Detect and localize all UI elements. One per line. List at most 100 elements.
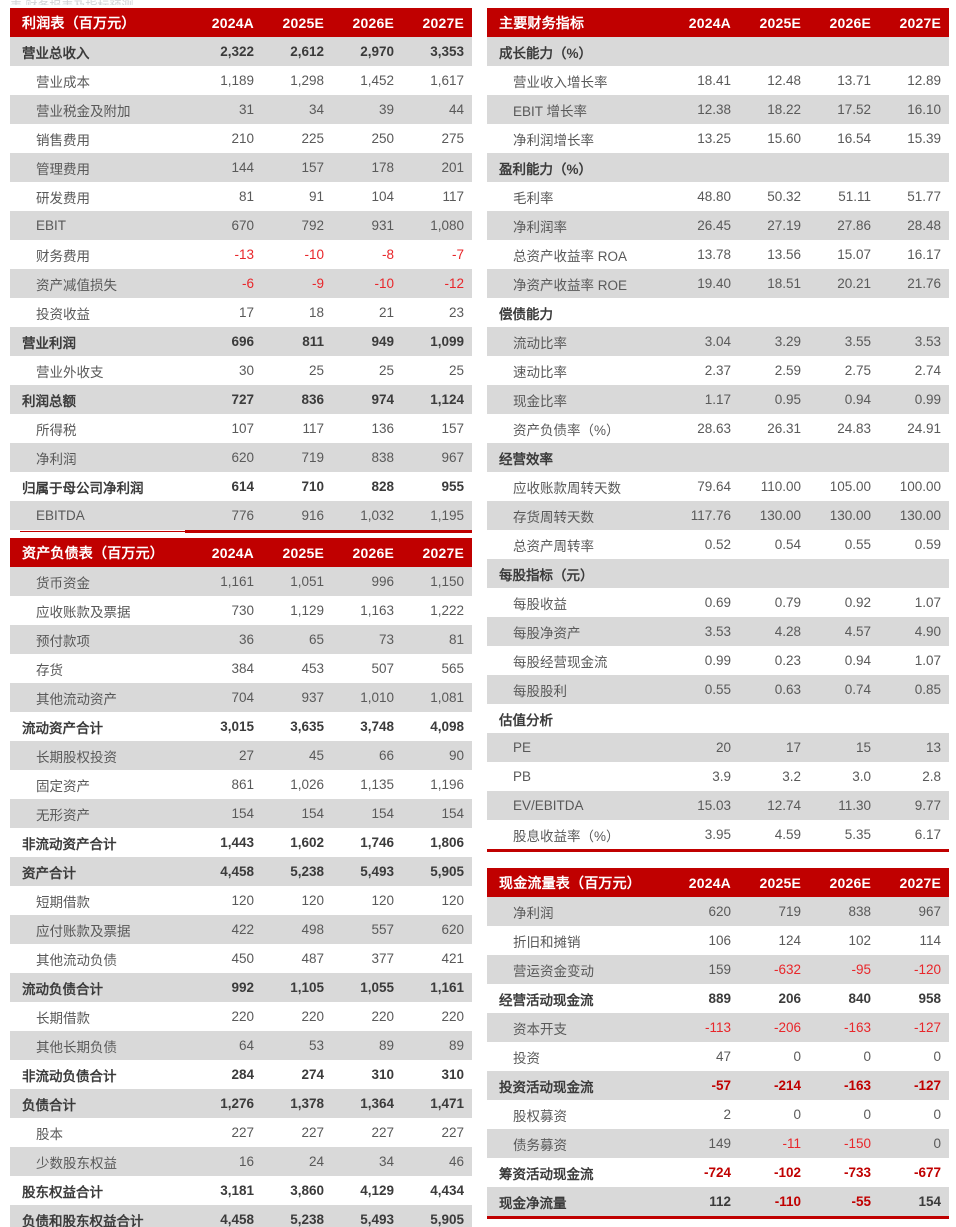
row-label: 成长能力（%） <box>487 37 669 66</box>
row-label: 总资产收益率 ROA <box>487 240 669 269</box>
row-value-3: 24.91 <box>879 414 949 443</box>
row-label: 长期股权投资 <box>10 741 192 770</box>
row-value-2: 1,055 <box>332 973 402 1002</box>
table-body: 营业总收入 2,322 2,612 2,970 3,353 营业成本 1,189 1,298 1… <box>10 37 472 530</box>
row-value-1: 719 <box>262 443 332 472</box>
header-row: 现金流量表（百万元） 2024A 2025E 2026E 2027E <box>487 868 949 897</box>
row-value-3: 114 <box>879 926 949 955</box>
row-label: 管理费用 <box>10 153 192 182</box>
row-value-3: 275 <box>402 124 472 153</box>
row-value-2: 21 <box>332 298 402 327</box>
column-header-1: 2025E <box>262 8 332 37</box>
row-value-1: 3,860 <box>262 1176 332 1205</box>
row-value-2: 25 <box>332 356 402 385</box>
table-row: 债务募资 149 -11 -150 0 <box>487 1129 949 1158</box>
row-value-0: 384 <box>192 654 262 683</box>
row-value-2: 996 <box>332 567 402 596</box>
table-row: EBIT 增长率 12.38 18.22 17.52 16.10 <box>487 95 949 124</box>
row-value-1 <box>739 443 809 472</box>
row-value-3 <box>879 443 949 472</box>
row-label: 净资产收益率 ROE <box>487 269 669 298</box>
table-row: 其他长期负债 64 53 89 89 <box>10 1031 472 1060</box>
table-row: 每股净资产 3.53 4.28 4.57 4.90 <box>487 617 949 646</box>
table-row: 股东权益合计 3,181 3,860 4,129 4,434 <box>10 1176 472 1205</box>
row-label: 投资 <box>487 1042 669 1071</box>
column-header-3: 2027E <box>402 8 472 37</box>
row-label: 销售费用 <box>10 124 192 153</box>
row-value-2: 0.94 <box>809 646 879 675</box>
row-label: 股权募资 <box>487 1100 669 1129</box>
row-value-3: 0.59 <box>879 530 949 559</box>
row-value-3: 16.10 <box>879 95 949 124</box>
row-value-1: -214 <box>739 1071 809 1100</box>
row-value-1: 2,612 <box>262 37 332 66</box>
row-value-2: 154 <box>332 799 402 828</box>
row-value-3: 0 <box>879 1129 949 1158</box>
row-value-0: 992 <box>192 973 262 1002</box>
row-value-2 <box>809 298 879 327</box>
row-value-2: 838 <box>332 443 402 472</box>
table-row: 折旧和摊销 106 124 102 114 <box>487 926 949 955</box>
row-value-1: 18.51 <box>739 269 809 298</box>
table-row: 营业利润 696 811 949 1,099 <box>10 327 472 356</box>
row-value-0: -6 <box>192 269 262 298</box>
row-value-1: -206 <box>739 1013 809 1042</box>
table-row: 每股收益 0.69 0.79 0.92 1.07 <box>487 588 949 617</box>
row-value-3: 1,195 <box>402 501 472 530</box>
row-value-2: 3.55 <box>809 327 879 356</box>
row-value-3: 120 <box>402 886 472 915</box>
row-label: PE <box>487 733 669 762</box>
row-value-3: 0.85 <box>879 675 949 704</box>
row-value-0 <box>669 298 739 327</box>
row-value-1: 110.00 <box>739 472 809 501</box>
row-label: PB <box>487 762 669 791</box>
row-value-3: 958 <box>879 984 949 1013</box>
row-value-1: 916 <box>262 501 332 530</box>
row-value-1: 4.59 <box>739 820 809 849</box>
row-value-1: -102 <box>739 1158 809 1187</box>
column-header-2: 2026E <box>809 868 879 897</box>
row-value-1: 498 <box>262 915 332 944</box>
row-label: 营运资金变动 <box>487 955 669 984</box>
row-value-1 <box>739 153 809 182</box>
row-value-0: 1,276 <box>192 1089 262 1118</box>
row-value-1: 1,051 <box>262 567 332 596</box>
row-label: 财务费用 <box>10 240 192 269</box>
row-value-3: 1,124 <box>402 385 472 414</box>
row-value-0: 704 <box>192 683 262 712</box>
income-statement-block: 利润表（百万元） 2024A 2025E 2026E 2027E 营业总收入 2,… <box>10 8 472 533</box>
row-value-2: 227 <box>332 1118 402 1147</box>
row-value-0: 0.55 <box>669 675 739 704</box>
clipped-header-text: 表 财务报表及指标预测 <box>10 0 310 5</box>
row-label: 现金比率 <box>487 385 669 414</box>
table-header: 现金流量表（百万元） 2024A 2025E 2026E 2027E <box>487 868 949 897</box>
table-row: 盈利能力（%） <box>487 153 949 182</box>
row-value-0: 422 <box>192 915 262 944</box>
table-header: 资产负债表（百万元） 2024A 2025E 2026E 2027E <box>10 538 472 567</box>
row-value-2 <box>809 559 879 588</box>
row-value-2: 1,746 <box>332 828 402 857</box>
row-value-1: -632 <box>739 955 809 984</box>
row-value-1: 1,105 <box>262 973 332 1002</box>
row-value-2: 838 <box>809 897 879 926</box>
row-value-1: 124 <box>739 926 809 955</box>
row-value-1: 836 <box>262 385 332 414</box>
row-value-1: 792 <box>262 211 332 240</box>
table-row: 经营效率 <box>487 443 949 472</box>
row-value-0: 79.64 <box>669 472 739 501</box>
row-label: EBIT 增长率 <box>487 95 669 124</box>
row-value-2: 949 <box>332 327 402 356</box>
row-value-0: 16 <box>192 1147 262 1176</box>
row-value-3: 0.99 <box>879 385 949 414</box>
row-value-0 <box>669 704 739 733</box>
table-row: 每股经营现金流 0.99 0.23 0.94 1.07 <box>487 646 949 675</box>
row-value-1: 120 <box>262 886 332 915</box>
table-row: 营业成本 1,189 1,298 1,452 1,617 <box>10 66 472 95</box>
table-row: 总资产收益率 ROA 13.78 13.56 15.07 16.17 <box>487 240 949 269</box>
table-row: 净利润率 26.45 27.19 27.86 28.48 <box>487 211 949 240</box>
row-label: 应付账款及票据 <box>10 915 192 944</box>
row-value-0: 81 <box>192 182 262 211</box>
row-value-1 <box>739 37 809 66</box>
row-value-3: 1,161 <box>402 973 472 1002</box>
row-value-2: 220 <box>332 1002 402 1031</box>
